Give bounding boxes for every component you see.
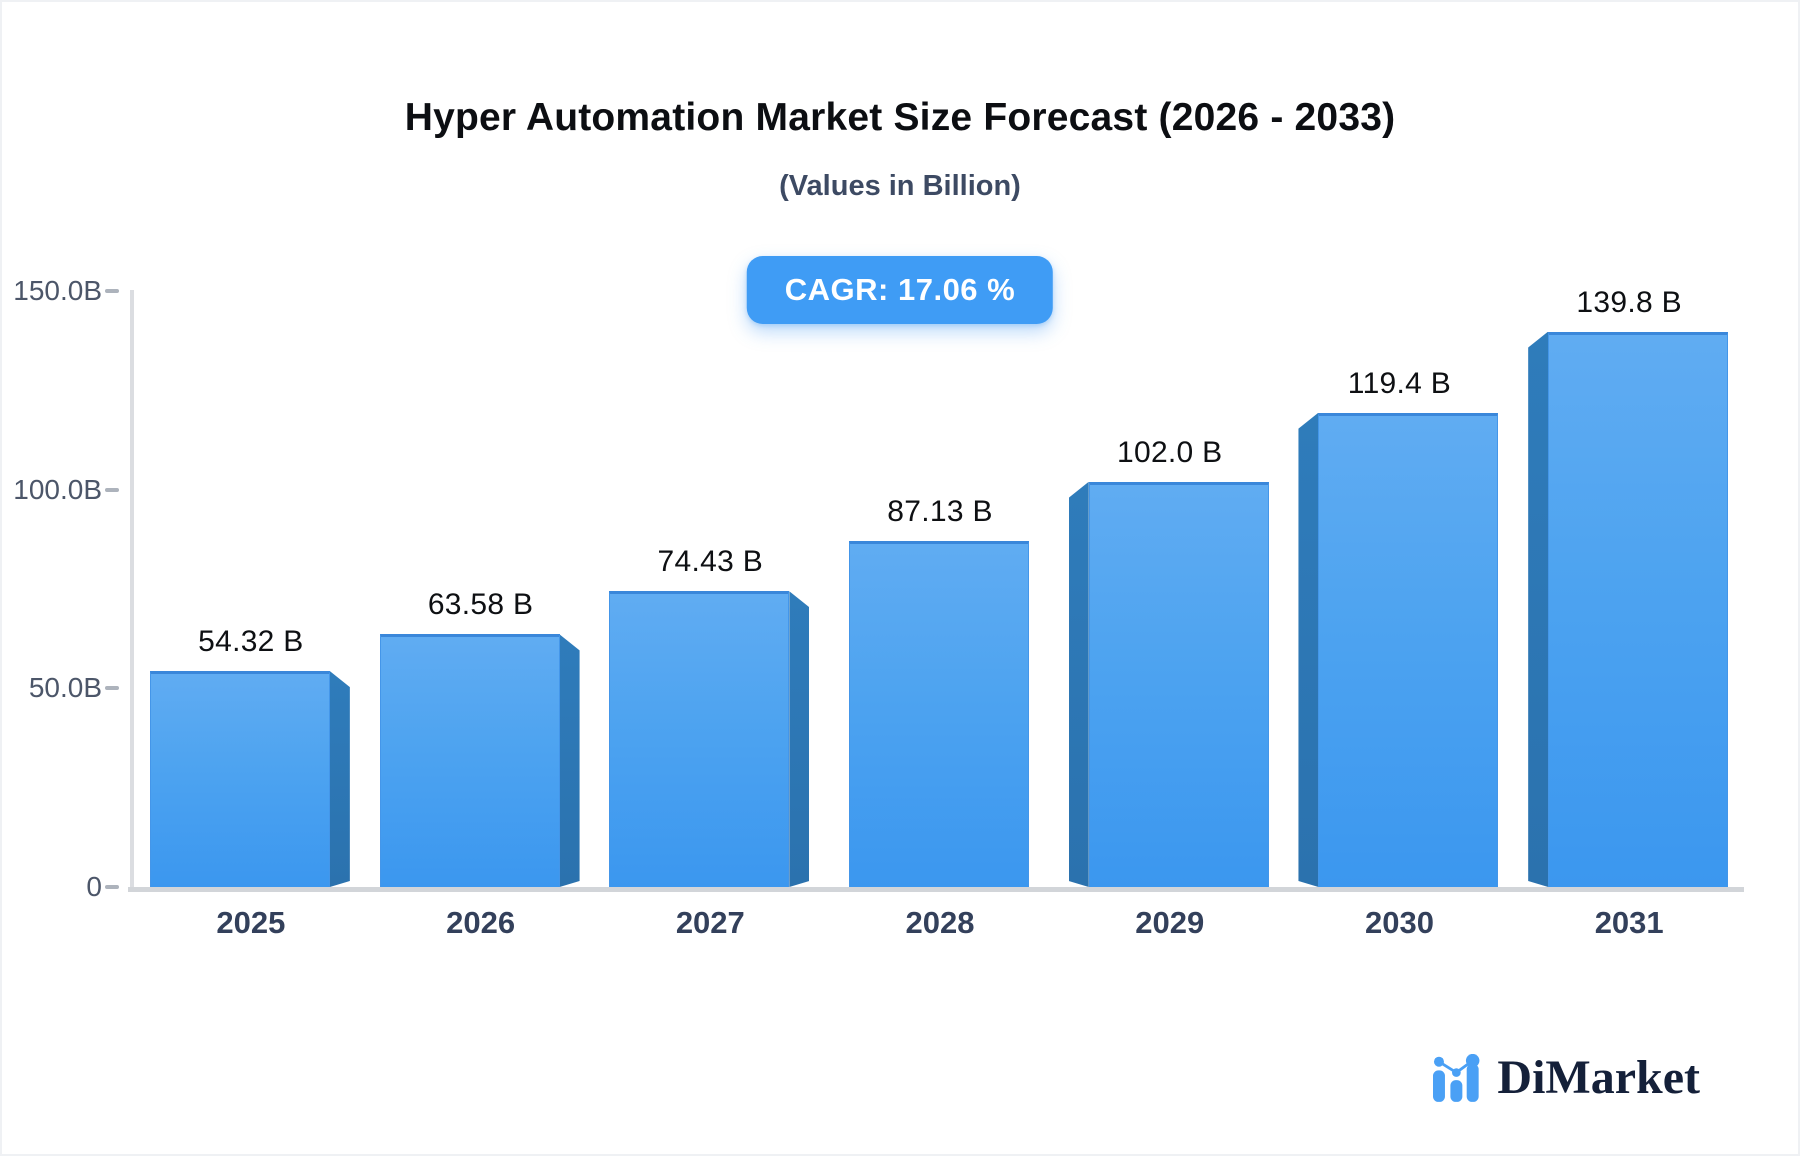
bar-side-panel bbox=[1069, 482, 1089, 887]
bar-face bbox=[149, 671, 330, 887]
bar-slot: 102.0 B bbox=[1055, 436, 1285, 887]
bar-face bbox=[379, 634, 560, 887]
bar-slot: 74.43 B bbox=[595, 545, 825, 887]
bar-side-panel bbox=[560, 634, 580, 887]
y-axis-label: 0 bbox=[86, 871, 102, 902]
bar-2026: 63.58 B bbox=[379, 588, 582, 887]
x-axis-label: 2031 bbox=[1594, 905, 1664, 940]
y-axis-tick bbox=[105, 885, 119, 889]
bar-2027: 74.43 B bbox=[609, 545, 811, 887]
chart-title: Hyper Automation Market Size Forecast (2… bbox=[404, 96, 1396, 139]
bar-slot: 119.4 B bbox=[1285, 367, 1515, 887]
x-axis-label: 2028 bbox=[905, 905, 975, 940]
bar-side-panel bbox=[1528, 332, 1548, 887]
bar-slot: 87.13 B bbox=[825, 495, 1055, 887]
bar-2028: 87.13 B bbox=[849, 495, 1031, 887]
cagr-badge: CAGR: 17.06 % bbox=[746, 256, 1054, 324]
bar-value-label: 54.32 B bbox=[198, 625, 304, 659]
y-axis-tick bbox=[105, 487, 119, 492]
bar-face bbox=[849, 540, 1030, 887]
bar-value-label: 87.13 B bbox=[887, 494, 993, 528]
y-axis-label: 100.0B bbox=[13, 473, 102, 505]
bar-slot: 139.8 B bbox=[1514, 286, 1744, 887]
bar-value-label: 63.58 B bbox=[427, 588, 534, 622]
bar-value-label: 139.8 B bbox=[1576, 285, 1682, 319]
x-axis-label: 2025 bbox=[216, 905, 286, 940]
bar-2031: 139.8 B bbox=[1528, 286, 1730, 887]
logo-icon bbox=[1433, 1054, 1480, 1102]
y-axis-tick bbox=[105, 289, 119, 293]
x-axis-label: 2027 bbox=[675, 905, 745, 940]
chart-subtitle: (Values in Billion) bbox=[779, 170, 1021, 202]
bar-side-panel bbox=[330, 671, 350, 887]
y-axis-line bbox=[130, 290, 134, 888]
x-axis-label: 2030 bbox=[1364, 905, 1434, 940]
bar-face bbox=[1088, 481, 1269, 887]
bar-slot: 54.32 B bbox=[136, 625, 366, 887]
bar-value-label: 102.0 B bbox=[1116, 435, 1223, 469]
bar-value-label: 119.4 B bbox=[1347, 366, 1452, 400]
x-axis-baseline bbox=[128, 887, 1744, 892]
bar-slot: 63.58 B bbox=[366, 588, 596, 887]
bar-side-panel bbox=[789, 591, 809, 887]
bar-2030: 119.4 B bbox=[1298, 367, 1500, 887]
logo-text: DiMarket bbox=[1497, 1051, 1700, 1104]
bar-value-label: 74.43 B bbox=[657, 545, 764, 579]
y-axis-label: 150.0B bbox=[13, 275, 102, 306]
logo: DiMarket bbox=[1433, 1054, 1700, 1102]
bar-2029: 102.0 B bbox=[1069, 436, 1271, 887]
bar-2025: 54.32 B bbox=[149, 625, 352, 887]
x-axis: 2025 2026 2027 2028 2029 2030 2031 bbox=[136, 905, 1744, 941]
bar-face bbox=[1548, 331, 1729, 887]
x-axis-label: 2029 bbox=[1135, 905, 1205, 940]
y-axis-label: 50.0B bbox=[28, 672, 102, 704]
bar-face bbox=[609, 591, 790, 887]
bar-side-panel bbox=[1298, 413, 1318, 887]
x-axis-label: 2026 bbox=[446, 905, 516, 940]
bar-face bbox=[1318, 412, 1499, 887]
bars-area: 54.32 B 63.58 B 74.43 B 87.13 B 102.0 B 119.4… bbox=[136, 286, 1744, 887]
y-axis-tick bbox=[105, 686, 119, 691]
